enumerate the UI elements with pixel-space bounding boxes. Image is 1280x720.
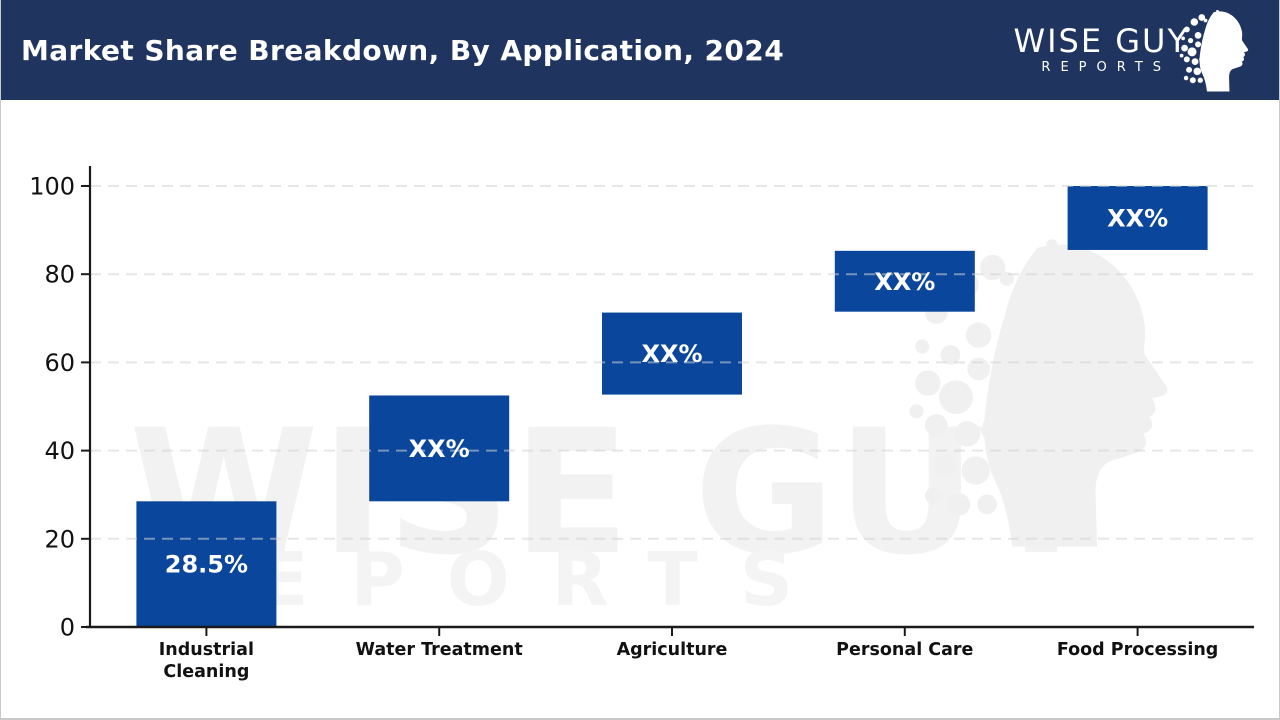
header-bar: Market Share Breakdown, By Application, …	[1, 0, 1279, 100]
bar-value-label-water-treatment: XX%	[409, 435, 470, 463]
y-tick-label-80: 80	[44, 261, 75, 289]
y-tick-label-40: 40	[44, 437, 75, 465]
chart-svg: WISE GUY REPORTS 0 20 40 60 80 100 IndustrialC…	[29, 166, 1254, 683]
x-category-label-industrial-cleaning: Industrial	[159, 640, 254, 660]
y-tick-label-60: 60	[44, 349, 75, 377]
bar-agriculture	[602, 312, 742, 395]
x-category-label-water-treatment: Water Treatment	[356, 640, 523, 660]
bar-industrial-cleaning	[136, 501, 277, 627]
chart-area: WISE GUY REPORTS 0 20 40 60 80 100 Industrial C…	[1, 100, 1280, 718]
brand-logo-line2: REPORTS	[1041, 60, 1172, 76]
watermark: WISE GUY REPORTS	[129, 239, 1168, 623]
y-tick-label-0: 0	[60, 614, 75, 642]
bar-value-label-food-processing: XX%	[1107, 204, 1168, 232]
brand-logo-line1: WISE GUY	[1013, 21, 1189, 60]
axes-layer	[81, 166, 1254, 636]
bar-food-processing	[1067, 186, 1208, 250]
bar-water-treatment	[369, 395, 510, 502]
x-category-label-food-processing: Food Processing	[1057, 640, 1218, 660]
head-profile-icon	[1179, 9, 1249, 92]
bar-value-label-agriculture: XX%	[641, 340, 702, 368]
brand-logo: WISE GUY REPORTS	[1013, 7, 1251, 93]
y-tick-label-20: 20	[44, 525, 75, 553]
bar-value-label-industrial-cleaning: 28.5%	[165, 551, 248, 579]
y-tick-label-100: 100	[29, 173, 75, 201]
page-title: Market Share Breakdown, By Application, …	[21, 33, 785, 67]
bar-value-label-personal-care: XX%	[874, 268, 935, 296]
bars-layer	[136, 186, 1208, 627]
brand-logo-text: WISE GUY REPORTS	[1013, 21, 1189, 76]
bar-personal-care	[834, 250, 975, 312]
x-category-label-agriculture: Agriculture	[617, 640, 728, 660]
gridlines-layer	[90, 185, 1254, 540]
x-category-label-industrial-cleaning: Cleaning	[163, 662, 249, 682]
x-category-label-personal-care: Personal Care	[836, 640, 973, 660]
